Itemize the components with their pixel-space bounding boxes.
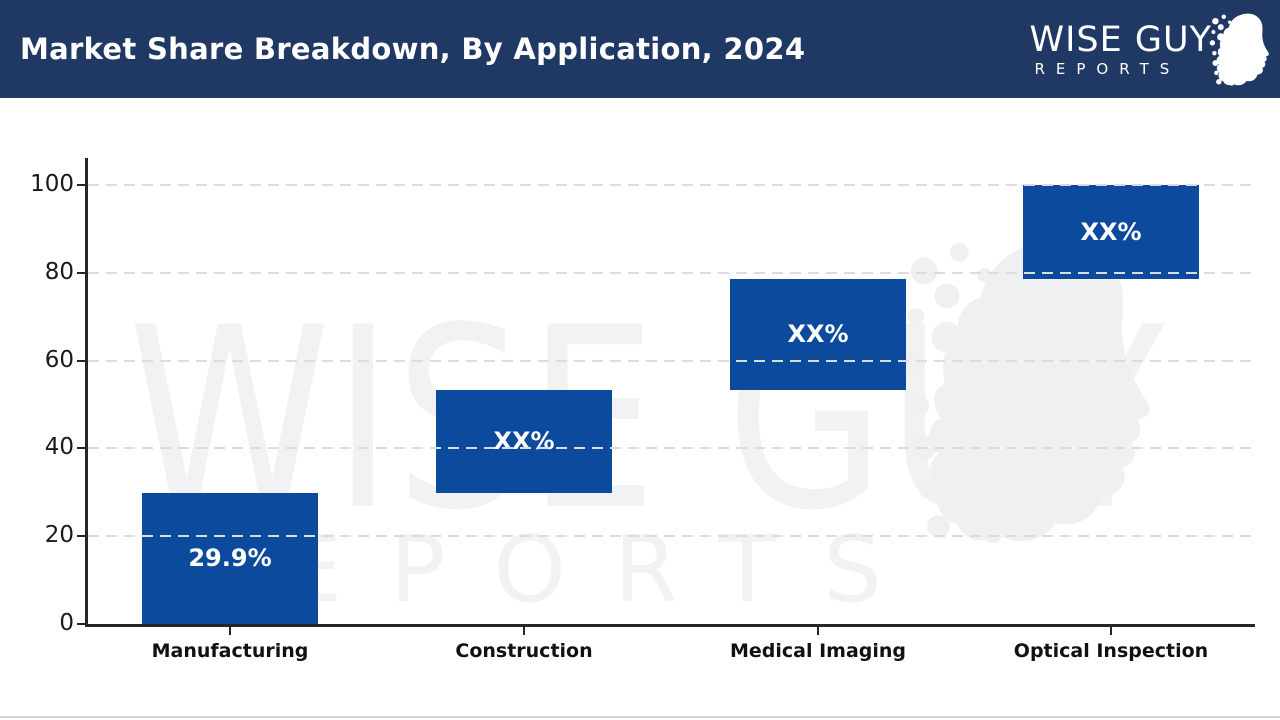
header-band: Market Share Breakdown, By Application, … — [0, 0, 1280, 98]
waterfall-bar-manufacturing: 29.9% — [142, 492, 318, 624]
page-title: Market Share Breakdown, By Application, … — [20, 32, 806, 66]
y-tick-mark — [77, 271, 86, 274]
gridline — [88, 184, 1253, 186]
x-tick-mark — [1110, 627, 1112, 635]
y-axis-line — [85, 158, 88, 627]
bar-value-label: XX% — [787, 320, 849, 349]
x-category-label: Construction — [455, 640, 593, 662]
x-category-label: Medical Imaging — [729, 640, 907, 662]
x-tick-mark — [817, 627, 819, 635]
y-tick-label: 40 — [44, 434, 74, 461]
y-tick-mark — [77, 447, 86, 450]
y-tick-label: 20 — [44, 522, 74, 549]
x-category-label: Optical Inspection — [1013, 640, 1209, 662]
bar-value-label: 29.9% — [188, 544, 272, 573]
brand-logo: WISE GUY REPORTS — [1029, 4, 1272, 96]
waterfall-bar-optical-inspection: XX% — [1023, 185, 1199, 279]
logo-line-wiseguy: WISE GUY — [1029, 20, 1212, 61]
y-tick-label: 0 — [59, 610, 74, 636]
bar-value-label: XX% — [1080, 217, 1142, 246]
waterfall-bar-medical-imaging: XX% — [730, 278, 906, 390]
gridline — [88, 271, 1253, 274]
gridline — [88, 535, 1253, 538]
y-tick-label: 60 — [44, 346, 74, 373]
logo-line-reports: REPORTS — [1034, 59, 1181, 78]
waterfall-bar-construction: XX% — [436, 389, 612, 493]
gridline — [88, 359, 1253, 362]
x-tick-mark — [523, 627, 525, 635]
y-tick-mark — [77, 535, 86, 538]
y-tick-mark — [77, 184, 86, 186]
y-tick-label: 80 — [44, 258, 74, 285]
x-category-label: Manufacturing — [151, 640, 309, 662]
y-tick-mark — [77, 623, 86, 625]
bottom-border — [0, 716, 1280, 718]
x-tick-mark — [229, 627, 231, 635]
brand-wordmark: WISE GUY REPORTS — [1029, 22, 1212, 78]
y-tick-mark — [77, 359, 86, 362]
y-tick-label: 100 — [30, 171, 74, 197]
bar-value-label: XX% — [493, 427, 555, 456]
gridline — [88, 447, 1253, 450]
x-axis-line — [85, 624, 1255, 627]
